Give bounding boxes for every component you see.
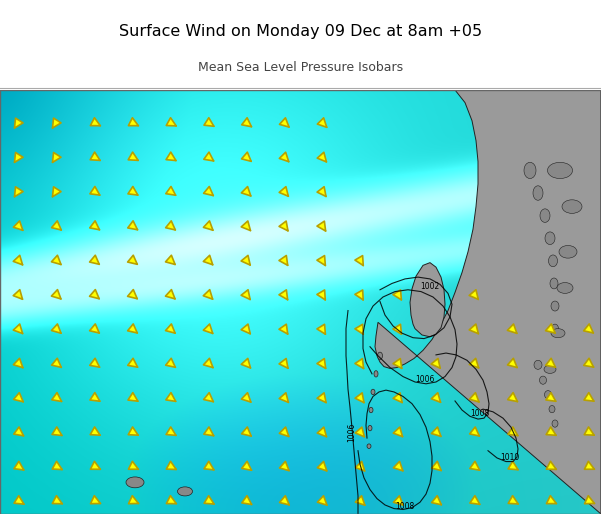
Text: Surface Wind on Monday 09 Dec at 8am +05: Surface Wind on Monday 09 Dec at 8am +05	[119, 24, 482, 39]
Ellipse shape	[552, 420, 558, 427]
Ellipse shape	[545, 232, 555, 245]
Ellipse shape	[545, 391, 552, 399]
Text: 1008: 1008	[471, 409, 490, 418]
Ellipse shape	[533, 186, 543, 200]
Text: 1010: 1010	[501, 453, 520, 462]
Polygon shape	[410, 263, 445, 337]
Ellipse shape	[371, 389, 375, 395]
Ellipse shape	[540, 376, 546, 384]
Ellipse shape	[540, 209, 550, 223]
Ellipse shape	[374, 371, 378, 377]
Text: 1006: 1006	[415, 375, 435, 384]
Ellipse shape	[544, 365, 556, 373]
Ellipse shape	[549, 406, 555, 413]
Ellipse shape	[548, 162, 573, 178]
Polygon shape	[330, 90, 601, 514]
Ellipse shape	[550, 278, 558, 289]
Text: 1006: 1006	[347, 423, 356, 443]
Ellipse shape	[368, 426, 372, 431]
Ellipse shape	[557, 283, 573, 293]
Ellipse shape	[369, 407, 373, 413]
Text: 1002: 1002	[420, 282, 439, 290]
Ellipse shape	[126, 477, 144, 488]
Ellipse shape	[551, 328, 565, 338]
Ellipse shape	[562, 200, 582, 213]
Ellipse shape	[377, 352, 382, 359]
Ellipse shape	[524, 162, 536, 178]
Ellipse shape	[552, 324, 558, 333]
Ellipse shape	[551, 301, 559, 311]
Text: Mean Sea Level Pressure Isobars: Mean Sea Level Pressure Isobars	[198, 61, 403, 74]
Text: 1008: 1008	[395, 503, 415, 511]
Ellipse shape	[177, 487, 192, 496]
Ellipse shape	[559, 246, 577, 258]
Ellipse shape	[367, 444, 371, 448]
Ellipse shape	[534, 360, 542, 370]
Ellipse shape	[549, 255, 558, 267]
